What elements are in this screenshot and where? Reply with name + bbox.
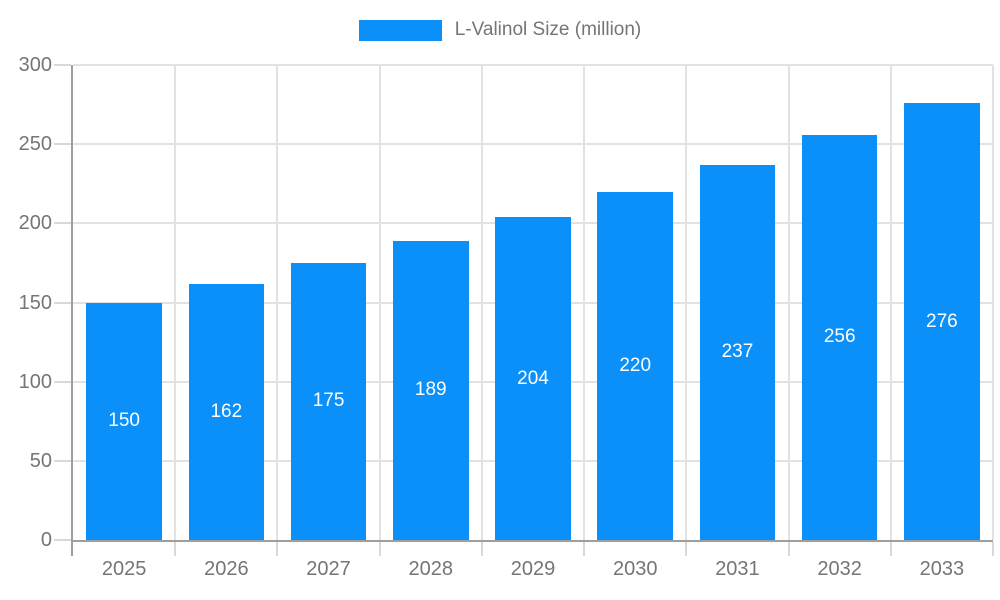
y-tick-mark [54,143,71,146]
bar: 150 [86,302,162,540]
bar-value-label: 175 [312,390,345,412]
x-tick-mark [276,542,279,556]
x-gridline [889,65,892,540]
x-tick-label: 2027 [306,558,351,580]
plot-area: 150 162 175 189 204 220 237 256 276 [54,64,994,556]
x-tick-label: 2031 [715,558,760,580]
x-tick-label: 2025 [101,558,147,580]
bar: 237 [699,164,776,540]
bar: 204 [495,217,571,540]
bar-value-label: 220 [619,354,652,376]
x-tick-label: 2026 [204,558,249,580]
x-gridline [174,65,177,540]
x-gridline [787,65,790,540]
y-tick-mark [54,380,71,383]
bar-value-label: 256 [823,326,856,348]
x-gridline [480,65,483,540]
x-tick-label: 2032 [817,558,862,580]
legend: L-Valinol Size (million) [0,18,1000,42]
y-tick-label: 300 [18,54,52,76]
bar-value-label: 189 [414,379,447,401]
legend-swatch-icon [358,19,442,41]
y-gridline [73,143,993,146]
bar: 220 [597,191,674,540]
x-tick-mark [378,542,381,556]
y-tick-label: 200 [18,212,52,235]
bar-value-label: 204 [517,367,549,389]
x-gridline [276,65,279,540]
x-gridline [685,65,688,540]
bar-value-label: 162 [210,400,243,422]
y-axis-line [71,65,73,556]
x-tick-label: 2028 [408,558,454,580]
x-tick-mark [480,542,483,556]
y-tick-label: 100 [18,370,52,393]
x-tick-label: 2033 [919,558,965,580]
y-tick-label: 250 [18,133,52,156]
y-tick-mark [54,64,71,66]
y-tick-mark [54,459,71,462]
x-tick-mark [787,542,790,556]
x-axis-line [71,540,993,542]
y-tick-label: 50 [29,449,52,472]
bar: 175 [290,262,367,540]
x-tick-mark [583,542,586,556]
y-gridline [73,64,993,66]
x-tick-mark [685,542,688,556]
x-gridline [992,65,994,540]
bar-value-label: 276 [926,310,958,332]
y-tick-label: 150 [18,291,52,314]
x-tick-label: 2029 [510,558,556,580]
legend-label: L-Valinol Size (million) [454,19,642,40]
x-gridline [583,65,586,540]
y-tick-label: 0 [40,529,52,551]
bar-value-label: 237 [721,341,754,363]
y-tick-mark [54,539,71,541]
y-tick-mark [54,222,71,225]
y-tick-mark [54,301,71,304]
bar-value-label: 150 [108,410,140,432]
x-tick-mark [889,542,892,556]
x-gridline [378,65,381,540]
x-tick-mark [992,542,994,556]
bar: 189 [392,240,469,540]
bar: 276 [904,103,980,540]
x-tick-mark [174,542,177,556]
bar: 256 [801,134,878,540]
bar: 162 [188,283,265,540]
x-tick-label: 2030 [612,558,658,580]
